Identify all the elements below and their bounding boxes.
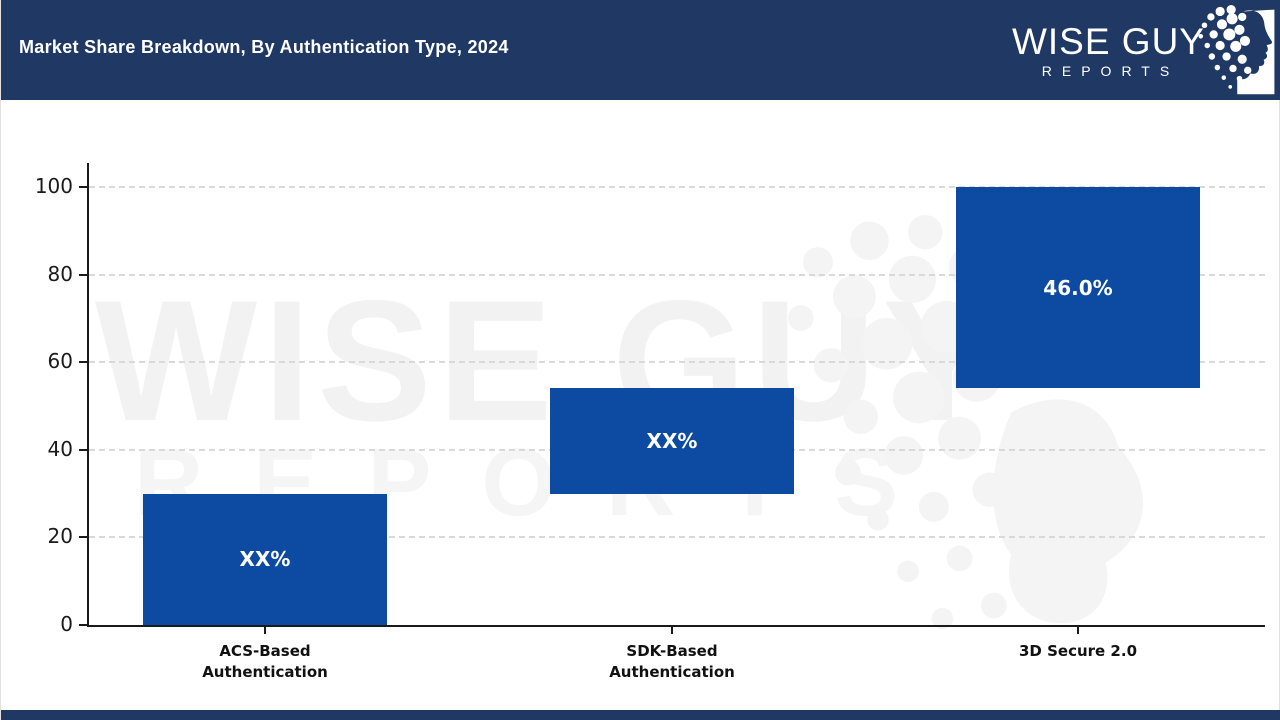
y-tick-label: 40 [47, 436, 73, 461]
y-tick-mark [79, 361, 89, 364]
x-category-label-line: Authentication [609, 663, 735, 681]
y-tick-mark [79, 273, 89, 276]
x-category-label-line: SDK-Based [626, 642, 718, 660]
x-category-label-line: ACS-Based [219, 642, 311, 660]
y-tick-mark [79, 186, 89, 188]
bar-segment [956, 187, 1200, 389]
x-category-label: 3D Secure 2.0 [928, 641, 1228, 662]
y-tick-label: 80 [47, 261, 73, 286]
x-category-label: ACS-Based Authentication [115, 641, 415, 683]
x-tick-mark [264, 627, 266, 634]
page-title: Market Share Breakdown, By Authenticatio… [19, 36, 509, 57]
x-axis [87, 625, 1265, 627]
x-category-label-line: 3D Secure 2.0 [1018, 642, 1138, 660]
grid-line [89, 361, 1265, 364]
y-tick-mark [79, 624, 89, 626]
y-tick-label: 100 [34, 174, 73, 198]
grid-line [89, 186, 1265, 188]
bar-segment [550, 388, 794, 494]
grid-line [89, 273, 1265, 276]
bar-value-label: 46.0% [1043, 275, 1113, 300]
footer-bar [1, 710, 1280, 720]
brand-head-dots-icon [1198, 5, 1275, 95]
x-category-label-line: Authentication [202, 663, 328, 681]
y-tick-mark [79, 448, 89, 451]
bar-segment [143, 493, 387, 625]
y-tick-label: 20 [47, 524, 73, 549]
brand-subname: REPORTS [1041, 63, 1180, 79]
y-tick-label: 0 [60, 612, 73, 636]
header-bar: Market Share Breakdown, By Authenticatio… [1, 0, 1280, 100]
bar-value-label: XX% [239, 547, 291, 572]
x-category-label: SDK-Based Authentication [522, 641, 822, 683]
grid-line [89, 536, 1265, 539]
brand-name: WISE GUY [1011, 21, 1205, 62]
x-tick-mark [1077, 627, 1079, 634]
y-tick-mark [79, 536, 89, 539]
brand-logo-text: WISE GUY REPORTS [1012, 23, 1205, 79]
x-tick-mark [671, 627, 673, 634]
y-tick-label: 60 [47, 349, 73, 374]
bar-value-label: XX% [646, 429, 698, 454]
y-axis [87, 163, 89, 627]
brand-logo: WISE GUY REPORTS [1012, 5, 1275, 97]
